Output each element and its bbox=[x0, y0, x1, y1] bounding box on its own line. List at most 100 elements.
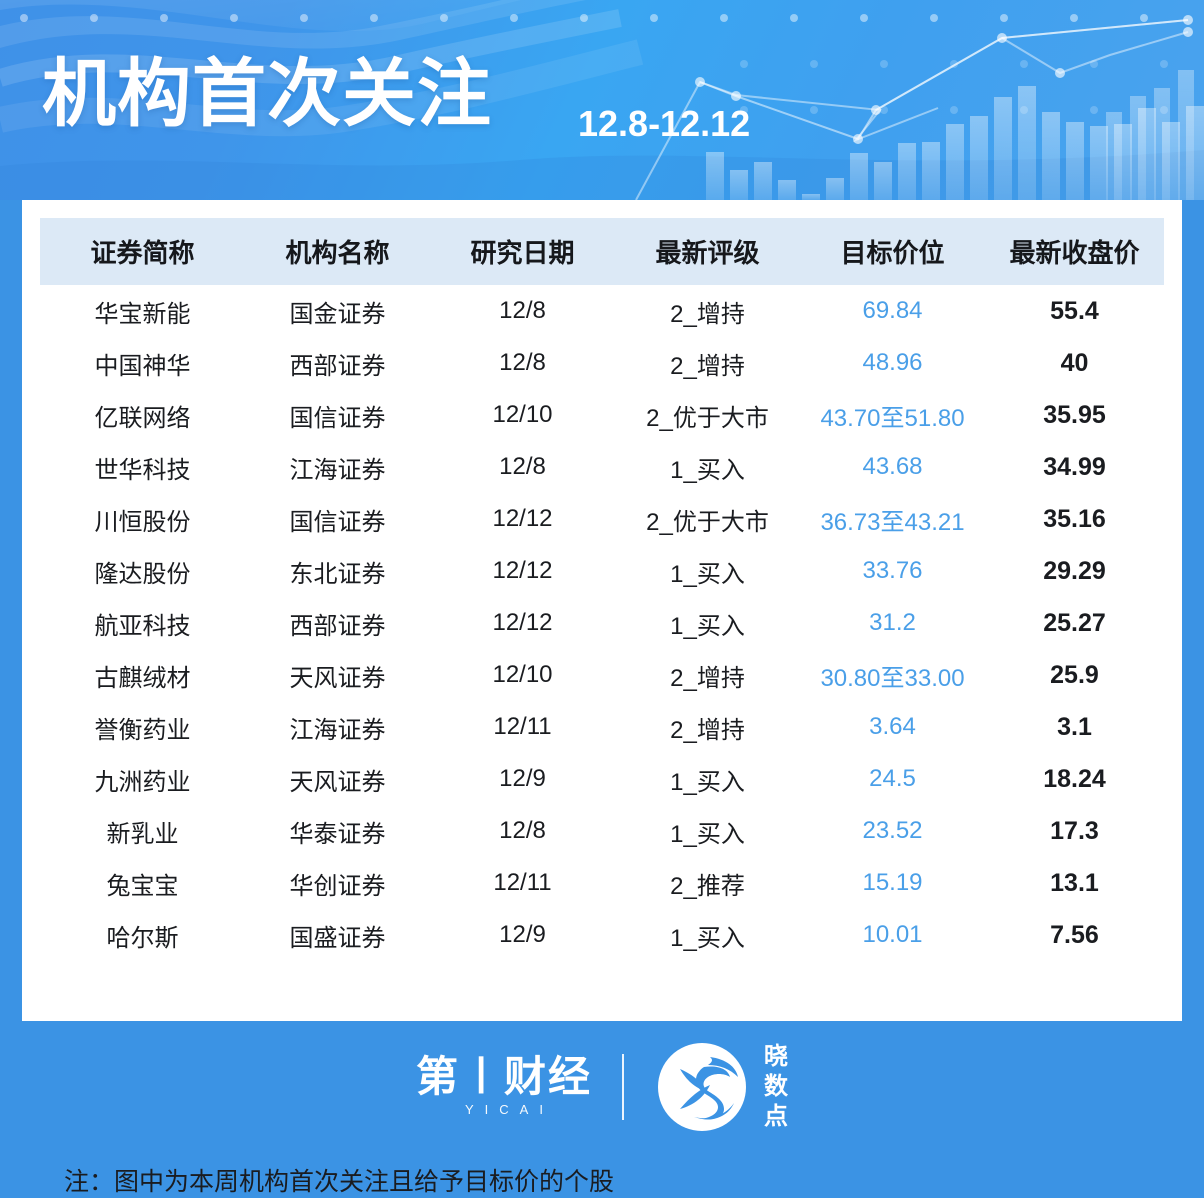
cell-rating: 2_推荐 bbox=[670, 872, 745, 900]
xs-circle-icon bbox=[658, 1042, 746, 1131]
footer-bar: 第㇑财经 YICAI 晓 数 点 bbox=[0, 1021, 1204, 1152]
cell-target-price: 43.68 bbox=[862, 453, 923, 480]
table-row[interactable]: 中国神华 西部证券 12/8 2_增持 48.96 40 bbox=[40, 337, 1164, 389]
first-coverage-table: 证券简称 机构名称 研究日期 最新评级 目标价位 最新收盘价 华宝新能 国金证券… bbox=[40, 218, 1164, 961]
cell-institution: 江海证券 bbox=[289, 716, 386, 744]
cell-stock: 川恒股份 bbox=[94, 508, 191, 536]
cell-date: 12/12 bbox=[492, 557, 553, 584]
cell-date: 12/10 bbox=[492, 401, 553, 428]
cell-target-price: 15.19 bbox=[862, 869, 923, 896]
cell-institution: 国金证券 bbox=[289, 300, 386, 328]
cell-institution: 西部证券 bbox=[289, 352, 386, 380]
table-row[interactable]: 世华科技 江海证券 12/8 1_买入 43.68 34.99 bbox=[40, 441, 1164, 493]
cell-target-price: 24.5 bbox=[869, 765, 916, 792]
cell-stock: 新乳业 bbox=[106, 820, 179, 848]
cell-close-price: 55.4 bbox=[1050, 296, 1099, 325]
cell-date: 12/8 bbox=[499, 349, 546, 376]
logo-divider bbox=[622, 1053, 624, 1120]
cell-stock: 华宝新能 bbox=[94, 300, 191, 328]
cell-rating: 1_买入 bbox=[670, 768, 745, 796]
table-row[interactable]: 隆达股份 东北证券 12/12 1_买入 33.76 29.29 bbox=[40, 545, 1164, 597]
table-row[interactable]: 航亚科技 西部证券 12/12 1_买入 31.2 25.27 bbox=[40, 597, 1164, 649]
cell-stock: 九洲药业 bbox=[94, 768, 191, 796]
yicai-logo: 第㇑财经 YICAI bbox=[416, 1055, 592, 1118]
cell-institution: 东北证券 bbox=[289, 560, 386, 588]
cell-close-price: 25.27 bbox=[1043, 608, 1106, 637]
cell-rating: 2_增持 bbox=[670, 664, 745, 692]
cell-rating: 1_买入 bbox=[670, 820, 745, 848]
cell-rating: 1_买入 bbox=[670, 924, 745, 952]
cell-close-price: 7.56 bbox=[1050, 920, 1099, 949]
cell-close-price: 40 bbox=[1060, 348, 1089, 377]
cell-institution: 国盛证券 bbox=[289, 924, 386, 952]
table-row[interactable]: 哈尔斯 国盛证券 12/9 1_买入 10.01 7.56 bbox=[40, 909, 1164, 961]
cell-date: 12/9 bbox=[499, 921, 546, 948]
cell-target-price: 43.70至51.80 bbox=[820, 404, 965, 432]
page-title: 机构首次关注 bbox=[42, 52, 492, 135]
table-row[interactable]: 华宝新能 国金证券 12/8 2_增持 69.84 55.4 bbox=[40, 285, 1164, 337]
cell-institution: 国信证券 bbox=[289, 508, 386, 536]
table-header-row: 证券简称 机构名称 研究日期 最新评级 目标价位 最新收盘价 bbox=[40, 218, 1164, 285]
cell-stock: 亿联网络 bbox=[94, 404, 191, 432]
xs-char-1: 晓 bbox=[764, 1042, 788, 1070]
cell-stock: 哈尔斯 bbox=[106, 924, 179, 952]
cell-target-price: 69.84 bbox=[862, 297, 923, 324]
cell-date: 12/9 bbox=[499, 765, 546, 792]
table-row[interactable]: 九洲药业 天风证券 12/9 1_买入 24.5 18.24 bbox=[40, 753, 1164, 805]
cell-date: 12/8 bbox=[499, 817, 546, 844]
cell-date: 12/11 bbox=[493, 713, 552, 740]
cell-close-price: 29.29 bbox=[1043, 556, 1106, 585]
xiaoshudian-logo: 晓 数 点 bbox=[654, 1039, 788, 1135]
cell-close-price: 35.16 bbox=[1043, 504, 1106, 533]
column-header-close: 最新收盘价 bbox=[985, 218, 1164, 285]
table-body: 华宝新能 国金证券 12/8 2_增持 69.84 55.4 中国神华 西部证券… bbox=[40, 285, 1164, 961]
yicai-logo-pinyin: YICAI bbox=[465, 1102, 554, 1117]
cell-stock: 世华科技 bbox=[94, 456, 191, 484]
date-range-label: 12.8-12.12 bbox=[578, 103, 751, 144]
cell-close-price: 13.1 bbox=[1050, 868, 1099, 897]
cell-close-price: 3.1 bbox=[1057, 712, 1092, 741]
cell-stock: 古麒绒材 bbox=[94, 664, 191, 692]
cell-date: 12/12 bbox=[492, 505, 553, 532]
cell-date: 12/12 bbox=[492, 609, 553, 636]
cell-stock: 兔宝宝 bbox=[106, 872, 179, 900]
cell-rating: 2_增持 bbox=[670, 352, 745, 380]
cell-institution: 华创证券 bbox=[289, 872, 386, 900]
cell-target-price: 23.52 bbox=[862, 817, 923, 844]
cell-date: 12/11 bbox=[493, 869, 552, 896]
cell-institution: 天风证券 bbox=[289, 768, 386, 796]
cell-rating: 1_买入 bbox=[670, 456, 745, 484]
table-row[interactable]: 新乳业 华泰证券 12/8 1_买入 23.52 17.3 bbox=[40, 805, 1164, 857]
cell-target-price: 30.80至33.00 bbox=[820, 664, 965, 692]
table-row[interactable]: 亿联网络 国信证券 12/10 2_优于大市 43.70至51.80 35.95 bbox=[40, 389, 1164, 441]
cell-institution: 江海证券 bbox=[289, 456, 386, 484]
cell-rating: 1_买入 bbox=[670, 560, 745, 588]
cell-institution: 天风证券 bbox=[289, 664, 386, 692]
cell-rating: 2_优于大市 bbox=[646, 404, 769, 432]
column-header-date: 研究日期 bbox=[430, 218, 615, 285]
column-header-target: 目标价位 bbox=[800, 218, 985, 285]
table-row[interactable]: 兔宝宝 华创证券 12/11 2_推荐 15.19 13.1 bbox=[40, 857, 1164, 909]
cell-close-price: 35.95 bbox=[1043, 400, 1106, 429]
xs-char-3: 点 bbox=[764, 1102, 788, 1130]
xiaoshudian-label: 晓 数 点 bbox=[764, 1042, 788, 1132]
banner-decoration bbox=[0, 0, 1204, 200]
cell-target-price: 48.96 bbox=[862, 349, 923, 376]
xs-char-2: 数 bbox=[764, 1072, 788, 1100]
table-row[interactable]: 川恒股份 国信证券 12/12 2_优于大市 36.73至43.21 35.16 bbox=[40, 493, 1164, 545]
cell-close-price: 34.99 bbox=[1043, 452, 1106, 481]
table-row[interactable]: 誉衡药业 江海证券 12/11 2_增持 3.64 3.1 bbox=[40, 701, 1164, 753]
cell-date: 12/10 bbox=[492, 661, 553, 688]
cell-institution: 华泰证券 bbox=[289, 820, 386, 848]
cell-date: 12/8 bbox=[499, 297, 546, 324]
header-banner: 机构首次关注 12.8-12.12 bbox=[0, 0, 1204, 200]
cell-stock: 隆达股份 bbox=[94, 560, 191, 588]
cell-target-price: 31.2 bbox=[869, 609, 916, 636]
cell-target-price: 36.73至43.21 bbox=[820, 508, 965, 536]
content-card: 证券简称 机构名称 研究日期 最新评级 目标价位 最新收盘价 华宝新能 国金证券… bbox=[22, 200, 1182, 1196]
table-row[interactable]: 古麒绒材 天风证券 12/10 2_增持 30.80至33.00 25.9 bbox=[40, 649, 1164, 701]
cell-close-price: 17.3 bbox=[1050, 816, 1099, 845]
cell-institution: 国信证券 bbox=[289, 404, 386, 432]
cell-stock: 中国神华 bbox=[94, 352, 191, 380]
cell-institution: 西部证券 bbox=[289, 612, 386, 640]
